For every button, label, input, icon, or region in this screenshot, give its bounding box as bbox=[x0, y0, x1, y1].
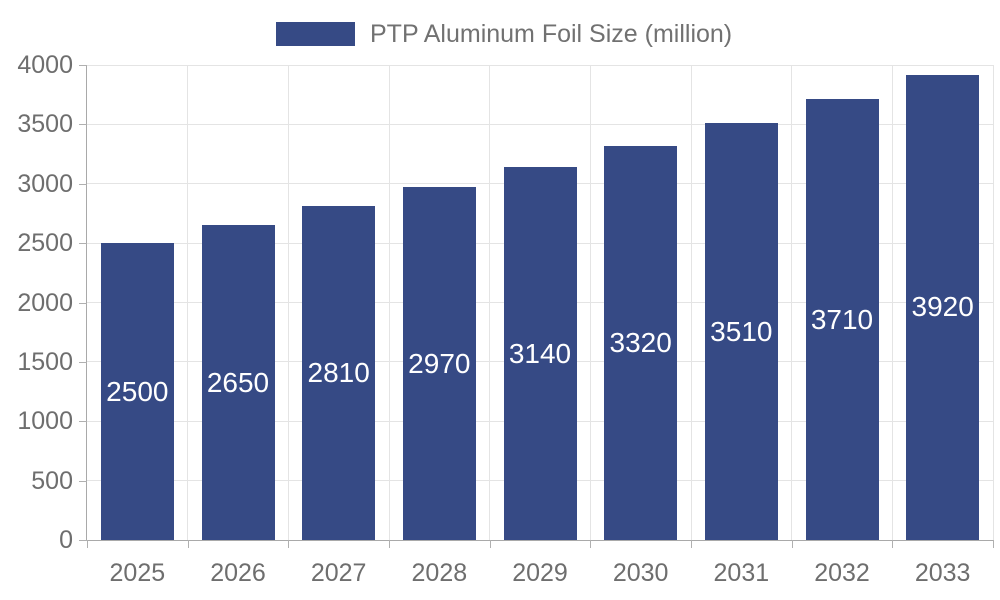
grid-line-v bbox=[388, 65, 390, 540]
y-axis-tick bbox=[79, 183, 87, 185]
x-axis-tick bbox=[187, 540, 189, 548]
bar-2029[interactable] bbox=[503, 167, 577, 540]
x-axis-tick bbox=[288, 540, 290, 548]
bar-value-label: 3140 bbox=[508, 337, 572, 369]
y-axis-tick bbox=[79, 124, 87, 126]
y-axis-tick bbox=[79, 421, 87, 423]
x-axis-tick bbox=[389, 540, 390, 548]
y-axis-tick bbox=[79, 480, 87, 482]
y-axis-label: 500 bbox=[31, 466, 73, 495]
x-axis-label: 2032 bbox=[814, 559, 870, 587]
y-axis-label: 0 bbox=[59, 526, 73, 554]
x-axis-tick bbox=[993, 540, 994, 548]
x-axis-tick bbox=[691, 540, 692, 548]
bar-2025[interactable] bbox=[100, 243, 174, 540]
x-axis-label: 2027 bbox=[310, 559, 367, 587]
x-axis-line bbox=[79, 540, 993, 541]
y-axis-label: 1000 bbox=[17, 407, 73, 436]
y-axis-label: 3000 bbox=[17, 169, 73, 198]
y-axis-tick bbox=[79, 302, 87, 304]
y-axis-label: 4000 bbox=[17, 51, 73, 79]
grid-line-v bbox=[992, 65, 994, 540]
x-axis-label: 2030 bbox=[612, 559, 669, 587]
y-axis-label: 2000 bbox=[17, 288, 73, 317]
y-axis-tick bbox=[79, 65, 87, 66]
legend-label: PTP Aluminum Foil Size (million) bbox=[370, 20, 733, 48]
x-axis-tick bbox=[892, 540, 894, 548]
grid-line-v bbox=[287, 65, 289, 540]
x-axis-label: 2033 bbox=[914, 559, 971, 587]
bar-2030[interactable] bbox=[604, 145, 678, 540]
grid-line-v bbox=[589, 65, 591, 540]
bar-value-label: 3710 bbox=[810, 303, 874, 335]
legend-item[interactable]: PTP Aluminum Foil Size (million) bbox=[276, 19, 732, 49]
y-axis-tick bbox=[79, 540, 87, 541]
grid-line-v bbox=[489, 65, 491, 540]
bar-value-label: 3920 bbox=[911, 291, 974, 323]
x-axis-label: 2025 bbox=[109, 559, 166, 587]
bar-2027[interactable] bbox=[302, 206, 376, 540]
grid-line-v bbox=[891, 65, 893, 540]
bar-2033[interactable] bbox=[906, 74, 980, 540]
x-axis-tick bbox=[791, 540, 793, 548]
bar-2026[interactable] bbox=[201, 225, 275, 540]
y-axis-label: 2500 bbox=[17, 229, 73, 258]
bar-2028[interactable] bbox=[402, 187, 476, 540]
bar-value-label: 2810 bbox=[307, 357, 370, 389]
grid-line-h bbox=[87, 123, 993, 125]
grid-line-v bbox=[690, 65, 692, 540]
grid-line-v bbox=[791, 65, 793, 540]
legend-swatch bbox=[276, 22, 355, 46]
bar-value-label: 2970 bbox=[408, 347, 471, 379]
grid-line-h bbox=[87, 64, 993, 66]
y-axis-label: 1500 bbox=[17, 347, 73, 376]
x-axis-label: 2029 bbox=[512, 559, 568, 587]
x-axis-tick bbox=[87, 540, 88, 548]
bar-value-label: 3320 bbox=[609, 326, 672, 358]
bar-2032[interactable] bbox=[805, 99, 879, 540]
bar-value-label: 3510 bbox=[710, 315, 773, 347]
y-axis-tick bbox=[79, 361, 87, 363]
grid-line-v bbox=[187, 65, 189, 540]
bar-value-label: 2650 bbox=[206, 366, 270, 398]
x-axis-label: 2026 bbox=[210, 559, 266, 587]
bar-2031[interactable] bbox=[704, 123, 778, 540]
y-axis-tick bbox=[79, 243, 87, 245]
bar-value-label: 2500 bbox=[106, 375, 169, 407]
x-axis-label: 2028 bbox=[411, 559, 468, 587]
x-axis-label: 2031 bbox=[713, 559, 770, 587]
x-axis-tick bbox=[489, 540, 491, 548]
y-axis-label: 3500 bbox=[17, 110, 73, 139]
x-axis-tick bbox=[590, 540, 592, 548]
